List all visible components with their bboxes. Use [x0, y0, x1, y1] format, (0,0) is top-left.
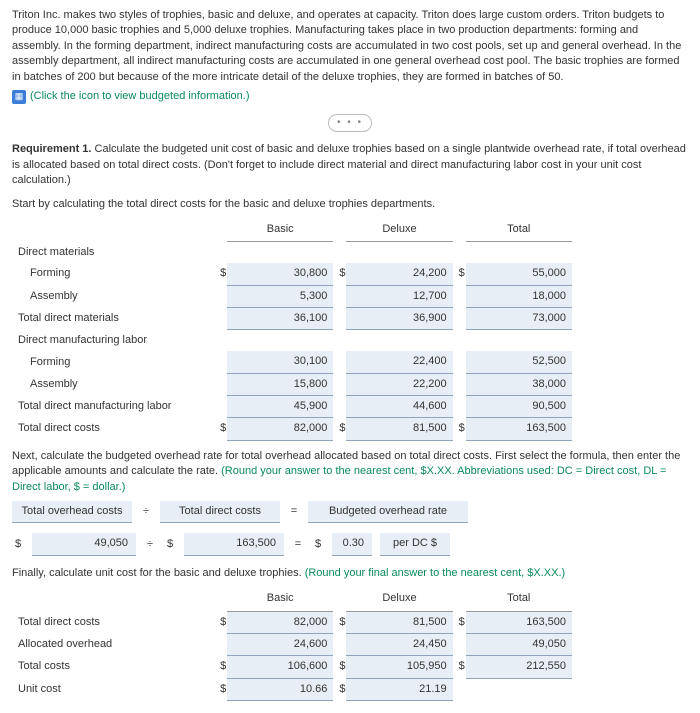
formula-header: Total overhead costs ÷ Total direct cost… [12, 501, 688, 523]
formula-rhs: Total direct costs [160, 501, 280, 523]
table-row: Total costs $106,600 $105,950 $212,550 [12, 656, 572, 678]
formula-lval: 49,050 [32, 533, 136, 555]
row-dm: Direct materials [12, 242, 214, 263]
table-row: Unit cost $10.66 $21.19 [12, 678, 572, 700]
formula-rval: 163,500 [184, 533, 284, 555]
unit-cost-table: Basic Deluxe Total Total direct costs $8… [12, 587, 572, 701]
table-row: Total direct materials 36,100 36,900 73,… [12, 307, 572, 329]
subhead-1: Start by calculating the total direct co… [12, 197, 688, 212]
formula-values: $ 49,050 ÷$ 163,500 =$ 0.30 per DC $ [12, 533, 688, 555]
row-dml: Direct manufacturing labor [12, 330, 214, 351]
formula-rate: 0.30 [332, 533, 372, 555]
table-row: Total direct manufacturing labor 45,900 … [12, 396, 572, 418]
subhead-3: Finally, calculate unit cost for the bas… [12, 566, 688, 581]
table-row: Total direct costs $82,000 $81,500 $163,… [12, 418, 572, 440]
problem-intro: Triton Inc. makes two styles of trophies… [12, 8, 688, 85]
table-row: Forming $30,800 $24,200 $55,000 [12, 263, 572, 285]
requirement-label: Requirement 1. [12, 143, 91, 155]
header-row: Basic Deluxe Total [12, 218, 572, 242]
table-row: Total direct costs $82,000 $81,500 $163,… [12, 611, 572, 633]
section-divider: • • • [12, 114, 688, 132]
direct-costs-table: Basic Deluxe Total Direct materials Form… [12, 218, 572, 441]
table-icon: ▦ [12, 90, 26, 104]
subhead-2: Next, calculate the budgeted overhead ra… [12, 449, 688, 495]
table-row: Assembly 15,800 22,200 38,000 [12, 373, 572, 395]
requirement-text: Requirement 1. Calculate the budgeted un… [12, 142, 688, 188]
info-link-row[interactable]: ▦ (Click the icon to view budgeted infor… [12, 89, 688, 104]
col-basic: Basic [227, 218, 333, 242]
formula-unit: per DC $ [380, 533, 450, 555]
table-row: Allocated overhead 24,600 24,450 49,050 [12, 633, 572, 655]
table-row: Forming 30,100 22,400 52,500 [12, 351, 572, 373]
table-row: Assembly 5,300 12,700 18,000 [12, 285, 572, 307]
col-deluxe: Deluxe [346, 218, 452, 242]
header-row: Basic Deluxe Total [12, 587, 572, 611]
formula-result-label: Budgeted overhead rate [308, 501, 468, 523]
formula-lhs: Total overhead costs [12, 501, 132, 523]
info-link-text: (Click the icon to view budgeted informa… [30, 89, 250, 104]
col-total: Total [466, 218, 572, 242]
